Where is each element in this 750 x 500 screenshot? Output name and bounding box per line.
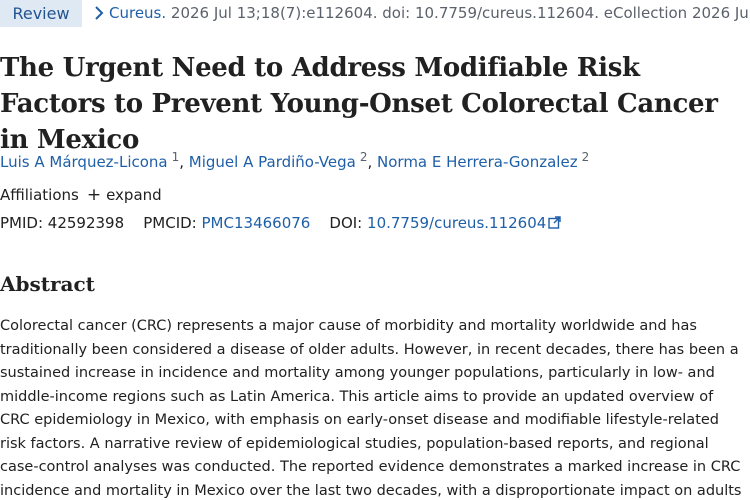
pmid-value: 42592398 xyxy=(47,214,125,232)
journal-link[interactable]: Cureus. xyxy=(109,4,167,22)
citation-text: Cureus. 2026 Jul 13;18(7):e112604. doi: … xyxy=(109,3,750,23)
abstract-heading: Abstract xyxy=(0,272,95,296)
abstract-text: Colorectal cancer (CRC) represents a maj… xyxy=(0,318,742,499)
pmcid-label: PMCID: xyxy=(143,214,197,232)
author-link[interactable]: Luis A Márquez-Licona 1 xyxy=(0,150,180,171)
citation-bar: Review Cureus. 2026 Jul 13;18(7):e112604… xyxy=(0,0,750,28)
pmcid-link[interactable]: PMC13466076 xyxy=(201,214,311,232)
affiliation-ref[interactable]: 2 xyxy=(581,150,590,164)
expand-label[interactable]: expand xyxy=(106,186,162,204)
authors-list: Luis A Márquez-Licona 1, Miguel A Pardiño… xyxy=(0,150,590,171)
affiliations-toggle[interactable]: Affiliations + expand xyxy=(0,184,162,206)
affiliation-ref[interactable]: 2 xyxy=(359,150,368,164)
chevron-right-icon[interactable] xyxy=(93,4,105,22)
citation-details: 2026 Jul 13;18(7):e112604. doi: 10.7759/… xyxy=(166,4,750,22)
plus-icon[interactable]: + xyxy=(86,185,102,205)
pmid-label: PMID: xyxy=(0,214,44,232)
author-link[interactable]: Miguel A Pardiño-Vega 2 xyxy=(188,150,368,171)
external-link-icon[interactable] xyxy=(548,216,561,229)
article-title: The Urgent Need to Address Modifiable Ri… xyxy=(0,53,718,155)
publication-type-badge[interactable]: Review xyxy=(0,0,82,27)
doi-link[interactable]: 10.7759/cureus.112604 xyxy=(367,214,561,232)
identifiers: PMID: 42592398 PMCID: PMC13466076 DOI: 1… xyxy=(0,212,561,234)
doi-label: DOI: xyxy=(329,214,363,232)
affiliation-ref[interactable]: 1 xyxy=(171,150,180,164)
author-link[interactable]: Norma E Herrera-Gonzalez 2 xyxy=(377,150,590,171)
affiliations-label: Affiliations xyxy=(0,186,79,204)
